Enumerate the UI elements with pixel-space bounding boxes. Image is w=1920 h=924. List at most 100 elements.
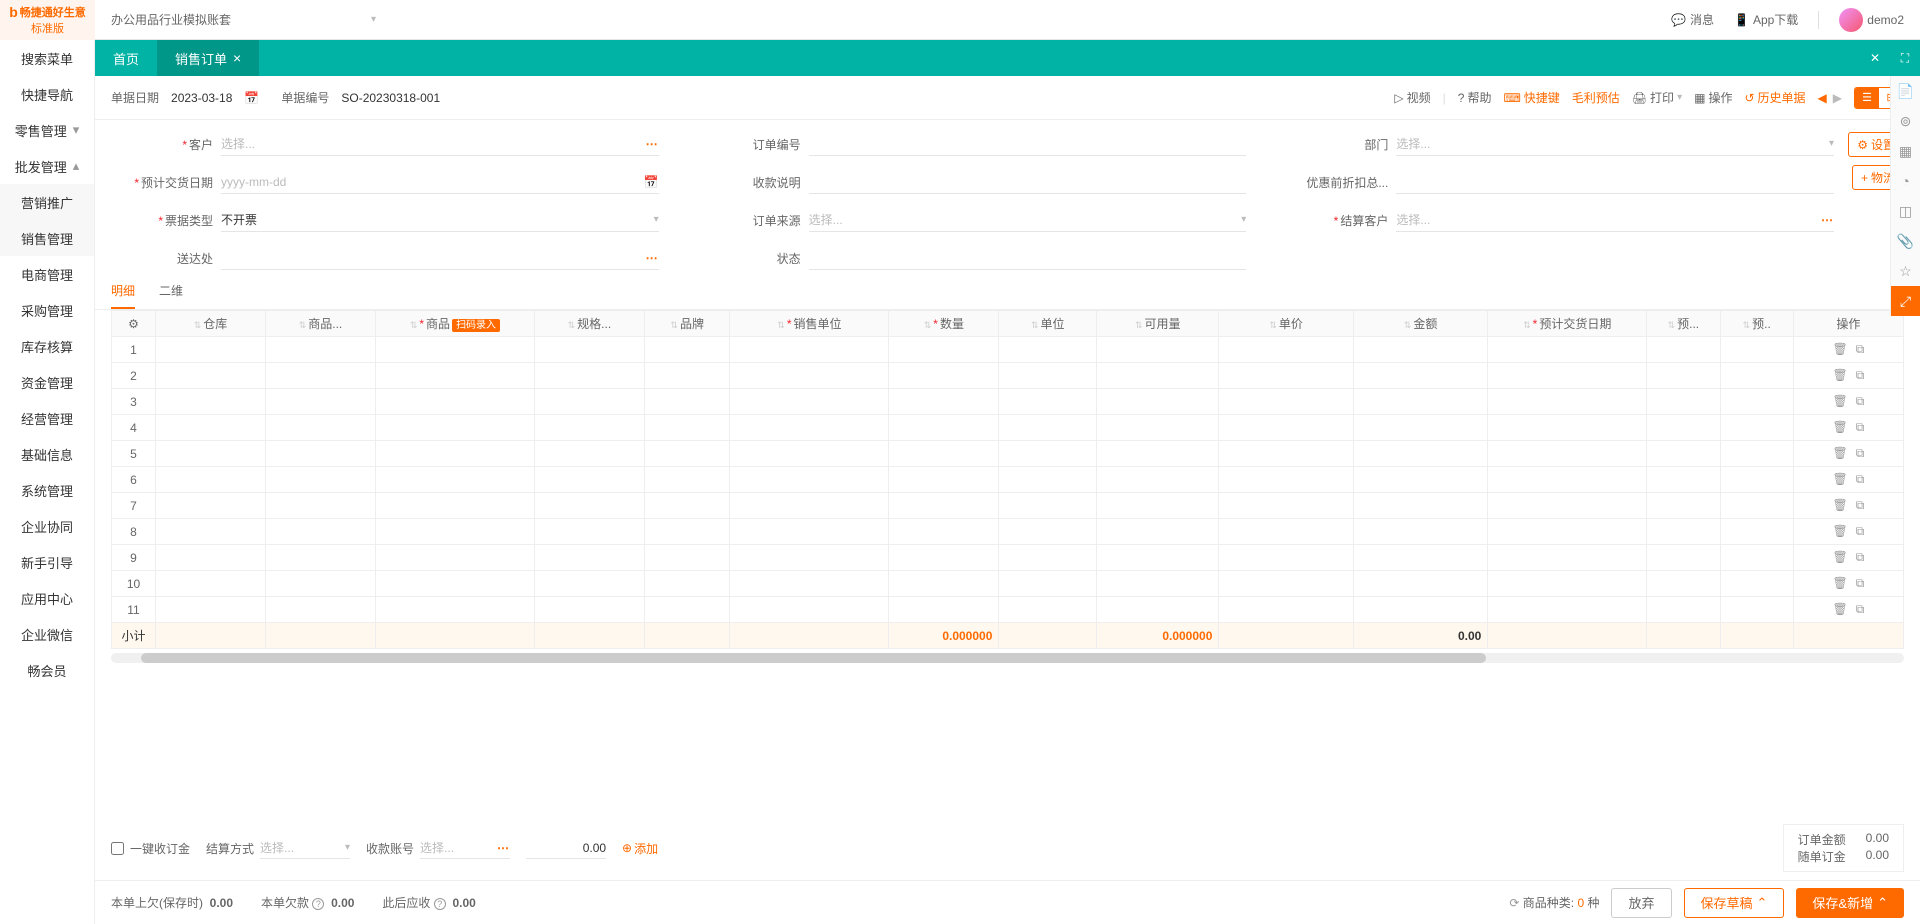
pay-account-select[interactable]: 选择...⋯ [420, 837, 510, 859]
copy-icon[interactable]: ⧉ [1856, 394, 1865, 409]
sidebar-purchase[interactable]: 采购管理 [0, 292, 94, 328]
paydesc-field[interactable] [809, 170, 1247, 194]
col-available[interactable]: ⇅可用量 [1097, 311, 1219, 337]
help-link[interactable]: ?帮助 [1458, 89, 1492, 106]
delete-icon[interactable]: 🗑 [1833, 498, 1848, 513]
tab-sales-order[interactable]: 销售订单 × [157, 40, 259, 76]
copy-icon[interactable]: ⧉ [1856, 472, 1865, 487]
tab-detail[interactable]: 明细 [111, 282, 135, 309]
delete-icon[interactable]: 🗑 [1833, 576, 1848, 591]
messages-link[interactable]: 💬 消息 [1671, 11, 1714, 28]
rail-chart-icon[interactable]: ◔ [1891, 166, 1920, 196]
tab-matrix[interactable]: 二维 [159, 282, 183, 309]
col-price[interactable]: ⇅单价 [1219, 311, 1353, 337]
col-spec[interactable]: ⇅规格... [534, 311, 644, 337]
sidebar-inventory[interactable]: 库存核算 [0, 328, 94, 364]
deposit-checkbox[interactable]: 一键收订金 [111, 840, 190, 857]
table-row[interactable]: 1🗑⧉ [112, 337, 1904, 363]
table-row[interactable]: 6🗑⧉ [112, 467, 1904, 493]
rail-note-icon[interactable]: 📄 [1891, 76, 1920, 106]
settle-customer-field[interactable]: 选择...⋯ [1396, 208, 1834, 232]
fullscreen-button[interactable]: ⛶ [1890, 40, 1920, 76]
col-amount[interactable]: ⇅金额 [1353, 311, 1487, 337]
delete-icon[interactable]: 🗑 [1833, 472, 1848, 487]
table-row[interactable]: 8🗑⧉ [112, 519, 1904, 545]
add-payment-button[interactable]: ⊕添加 [622, 840, 658, 857]
sidebar-collab[interactable]: 企业协同 [0, 508, 94, 544]
sidebar-finance[interactable]: 资金管理 [0, 364, 94, 400]
doc-date-value[interactable]: 2023-03-18 [171, 91, 232, 105]
copy-icon[interactable]: ⧉ [1856, 602, 1865, 617]
app-download-link[interactable]: 📱 App下载 [1734, 11, 1798, 28]
calendar-icon[interactable]: 📅 [644, 175, 659, 189]
prev-doc-button[interactable]: ◀ [1818, 91, 1827, 105]
rail-price-icon[interactable]: ⊚ [1891, 106, 1920, 136]
table-row[interactable]: 9🗑⧉ [112, 545, 1904, 571]
discard-button[interactable]: 放弃 [1611, 888, 1671, 918]
orderno-field[interactable] [809, 132, 1247, 156]
info-icon[interactable]: ? [312, 898, 324, 910]
rail-stock-icon[interactable]: ▦ [1891, 136, 1920, 166]
account-selector[interactable]: 办公用品行业模拟账套 ▾ [95, 11, 1671, 28]
table-row[interactable]: 3🗑⧉ [112, 389, 1904, 415]
copy-icon[interactable]: ⧉ [1856, 368, 1865, 383]
tab-close-all[interactable]: ✕ [1860, 40, 1890, 76]
col-warehouse[interactable]: ⇅仓库 [156, 311, 266, 337]
sidebar-member[interactable]: 畅会员 [0, 652, 94, 688]
copy-icon[interactable]: ⧉ [1856, 420, 1865, 435]
delete-icon[interactable]: 🗑 [1833, 524, 1848, 539]
sidebar-marketing[interactable]: 营销推广 [0, 184, 94, 220]
col-delivdate[interactable]: ⇅*预计交货日期 [1488, 311, 1647, 337]
close-icon[interactable]: × [233, 50, 241, 66]
col-unit[interactable]: ⇅单位 [999, 311, 1097, 337]
col-brand[interactable]: ⇅品牌 [644, 311, 730, 337]
discount-field[interactable] [1396, 170, 1834, 194]
sidebar-wecom[interactable]: 企业微信 [0, 616, 94, 652]
table-row[interactable]: 5🗑⧉ [112, 441, 1904, 467]
delete-icon[interactable]: 🗑 [1833, 446, 1848, 461]
more-icon[interactable]: ⋯ [646, 137, 659, 151]
delete-icon[interactable]: 🗑 [1833, 420, 1848, 435]
sidebar-retail[interactable]: 零售管理▾ [0, 112, 94, 148]
invoice-type-field[interactable]: 不开票▾ [221, 208, 659, 232]
list-view-icon[interactable]: ☰ [1855, 88, 1879, 108]
copy-icon[interactable]: ⧉ [1856, 498, 1865, 513]
col-settings[interactable]: ⚙ [112, 311, 156, 337]
rail-attach-icon[interactable]: 📎 [1891, 226, 1920, 256]
table-row[interactable]: 11🗑⧉ [112, 597, 1904, 623]
save-new-button[interactable]: 保存&新增⌃ [1796, 888, 1904, 918]
col-sale-unit[interactable]: ⇅*销售单位 [730, 311, 889, 337]
user-menu[interactable]: demo2 [1839, 8, 1904, 32]
history-link[interactable]: ↺历史单据 [1744, 89, 1805, 106]
delete-icon[interactable]: 🗑 [1833, 602, 1848, 617]
next-doc-button[interactable]: ▶ [1833, 91, 1842, 105]
col-pre2[interactable]: ⇅预.. [1720, 311, 1793, 337]
pay-amount-field[interactable]: 0.00 [526, 837, 606, 859]
table-row[interactable]: 4🗑⧉ [112, 415, 1904, 441]
col-qty[interactable]: ⇅*数量 [889, 311, 999, 337]
sidebar-system[interactable]: 系统管理 [0, 472, 94, 508]
copy-icon[interactable]: ⧉ [1856, 342, 1865, 357]
col-goodsno[interactable]: ⇅商品... [266, 311, 376, 337]
horizontal-scrollbar[interactable] [111, 653, 1904, 663]
tab-home[interactable]: 首页 [95, 40, 157, 76]
sidebar-wholesale[interactable]: 批发管理▴ [0, 148, 94, 184]
copy-icon[interactable]: ⧉ [1856, 576, 1865, 591]
sidebar-ecommerce[interactable]: 电商管理 [0, 256, 94, 292]
video-link[interactable]: ▷视频 [1394, 89, 1430, 106]
rail-coupon-icon[interactable]: ◫ [1891, 196, 1920, 226]
address-field[interactable]: ⋯ [221, 246, 659, 270]
scan-badge[interactable]: 扫码录入 [452, 319, 500, 332]
delete-icon[interactable]: 🗑 [1833, 342, 1848, 357]
sidebar-basic[interactable]: 基础信息 [0, 436, 94, 472]
delete-icon[interactable]: 🗑 [1833, 550, 1848, 565]
col-goods[interactable]: ⇅*商品扫码录入 [376, 311, 535, 337]
delete-icon[interactable]: 🗑 [1833, 394, 1848, 409]
col-pre1[interactable]: ⇅预... [1647, 311, 1720, 337]
rail-expand-icon[interactable]: ⤢ [1891, 286, 1920, 316]
info-icon[interactable]: ? [434, 898, 446, 910]
more-icon[interactable]: ⋯ [1821, 213, 1834, 227]
source-field[interactable]: 选择...▾ [809, 208, 1247, 232]
sidebar-sales[interactable]: 销售管理 [0, 220, 94, 256]
save-draft-button[interactable]: 保存草稿⌃ [1684, 888, 1785, 918]
